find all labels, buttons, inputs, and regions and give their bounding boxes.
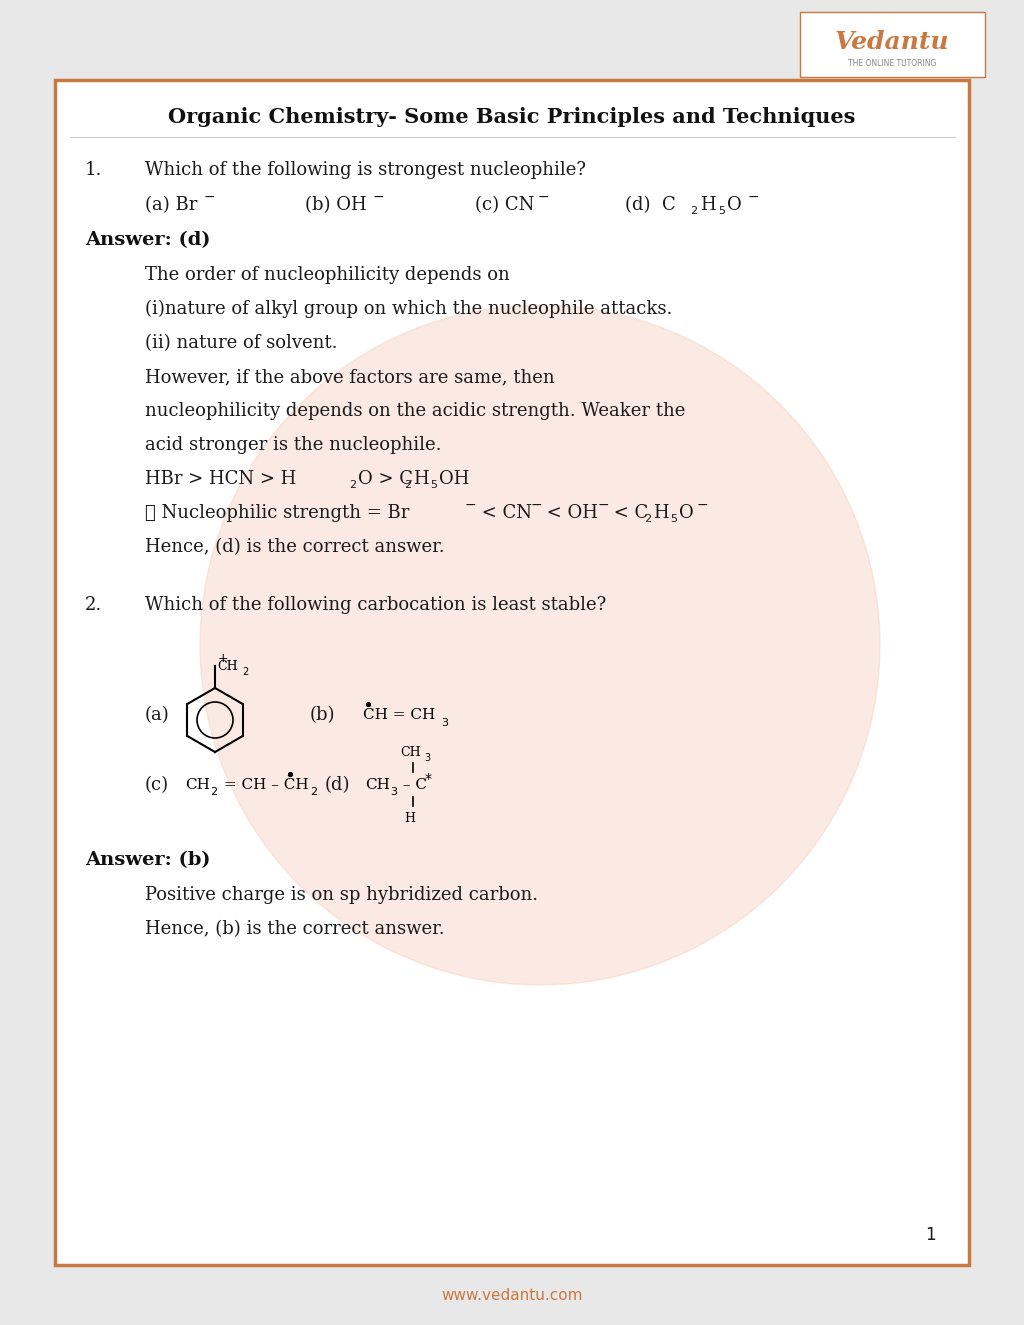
Text: (i)nature of alkyl group on which the nucleophile attacks.: (i)nature of alkyl group on which the nu… xyxy=(145,299,673,318)
Text: www.vedantu.com: www.vedantu.com xyxy=(441,1288,583,1302)
Text: Answer: (d): Answer: (d) xyxy=(85,231,211,249)
Text: < C: < C xyxy=(608,504,648,522)
Text: H: H xyxy=(413,470,429,488)
Text: H: H xyxy=(404,811,415,824)
Text: (ii) nature of solvent.: (ii) nature of solvent. xyxy=(145,334,338,352)
Text: 5: 5 xyxy=(718,205,725,216)
Text: H: H xyxy=(700,196,716,215)
Circle shape xyxy=(200,305,880,984)
Text: 2: 2 xyxy=(690,205,697,216)
Text: Hence, (d) is the correct answer.: Hence, (d) is the correct answer. xyxy=(145,538,444,556)
Text: 3: 3 xyxy=(424,753,430,763)
Text: (c) CN: (c) CN xyxy=(475,196,535,215)
Text: CH: CH xyxy=(185,778,210,792)
Text: < CN: < CN xyxy=(476,504,532,522)
Text: 2: 2 xyxy=(404,480,411,490)
Text: (a) Br: (a) Br xyxy=(145,196,198,215)
Text: 2: 2 xyxy=(242,666,248,677)
Text: O: O xyxy=(727,196,741,215)
Text: OH: OH xyxy=(439,470,469,488)
Text: 2: 2 xyxy=(310,787,317,798)
Text: The order of nucleophilicity depends on: The order of nucleophilicity depends on xyxy=(145,266,510,284)
Text: 5: 5 xyxy=(430,480,437,490)
Text: CH: CH xyxy=(217,660,238,673)
Text: Hence, (b) is the correct answer.: Hence, (b) is the correct answer. xyxy=(145,920,444,938)
Text: Which of the following is strongest nucleophile?: Which of the following is strongest nucl… xyxy=(145,162,586,179)
Text: Vedantu: Vedantu xyxy=(835,30,949,54)
Text: – C: – C xyxy=(398,778,427,792)
Text: (d)  C: (d) C xyxy=(625,196,676,215)
Text: Which of the following carbocation is least stable?: Which of the following carbocation is le… xyxy=(145,596,606,613)
Text: nucleophilicity depends on the acidic strength. Weaker the: nucleophilicity depends on the acidic st… xyxy=(145,401,685,420)
Text: CH: CH xyxy=(365,778,390,792)
Text: HBr > HCN > H: HBr > HCN > H xyxy=(145,470,296,488)
Text: +: + xyxy=(218,652,228,665)
Text: −: − xyxy=(531,498,543,511)
Text: 2: 2 xyxy=(644,514,651,523)
Text: *: * xyxy=(425,772,432,786)
Text: O: O xyxy=(679,504,693,522)
Text: 2: 2 xyxy=(349,480,356,490)
Text: 2: 2 xyxy=(210,787,217,798)
Text: 3: 3 xyxy=(390,787,397,798)
Text: CH: CH xyxy=(400,746,421,758)
Text: 1: 1 xyxy=(925,1226,935,1244)
Text: Positive charge is on sp hybridized carbon.: Positive charge is on sp hybridized carb… xyxy=(145,886,539,904)
Text: 3: 3 xyxy=(441,718,449,727)
Text: O > C: O > C xyxy=(358,470,413,488)
Text: (c): (c) xyxy=(145,776,169,794)
Text: ∴ Nucleophilic strength = Br: ∴ Nucleophilic strength = Br xyxy=(145,504,410,522)
Text: Answer: (b): Answer: (b) xyxy=(85,851,211,869)
Text: 1.: 1. xyxy=(85,162,102,179)
Text: acid stronger is the nucleophile.: acid stronger is the nucleophile. xyxy=(145,436,441,454)
FancyBboxPatch shape xyxy=(800,12,985,77)
Text: −: − xyxy=(538,189,550,204)
Text: −: − xyxy=(748,189,760,204)
Text: ČH = CH: ČH = CH xyxy=(362,708,435,722)
Text: 2.: 2. xyxy=(85,596,102,613)
Text: THE ONLINE TUTORING: THE ONLINE TUTORING xyxy=(848,60,936,69)
Text: −: − xyxy=(204,189,216,204)
Text: < OH: < OH xyxy=(541,504,598,522)
Text: −: − xyxy=(598,498,609,511)
Text: H: H xyxy=(653,504,669,522)
Text: (a): (a) xyxy=(145,706,170,723)
Text: = CH – ČH: = CH – ČH xyxy=(219,778,308,792)
Text: −: − xyxy=(465,498,476,511)
Text: Organic Chemistry- Some Basic Principles and Techniques: Organic Chemistry- Some Basic Principles… xyxy=(168,107,856,127)
Text: (b): (b) xyxy=(310,706,336,723)
Text: 5: 5 xyxy=(670,514,677,523)
Text: −: − xyxy=(697,498,709,511)
Text: However, if the above factors are same, then: However, if the above factors are same, … xyxy=(145,368,555,386)
Text: −: − xyxy=(373,189,385,204)
Text: (d): (d) xyxy=(325,776,350,794)
FancyBboxPatch shape xyxy=(55,80,969,1265)
Text: (b) OH: (b) OH xyxy=(305,196,367,215)
